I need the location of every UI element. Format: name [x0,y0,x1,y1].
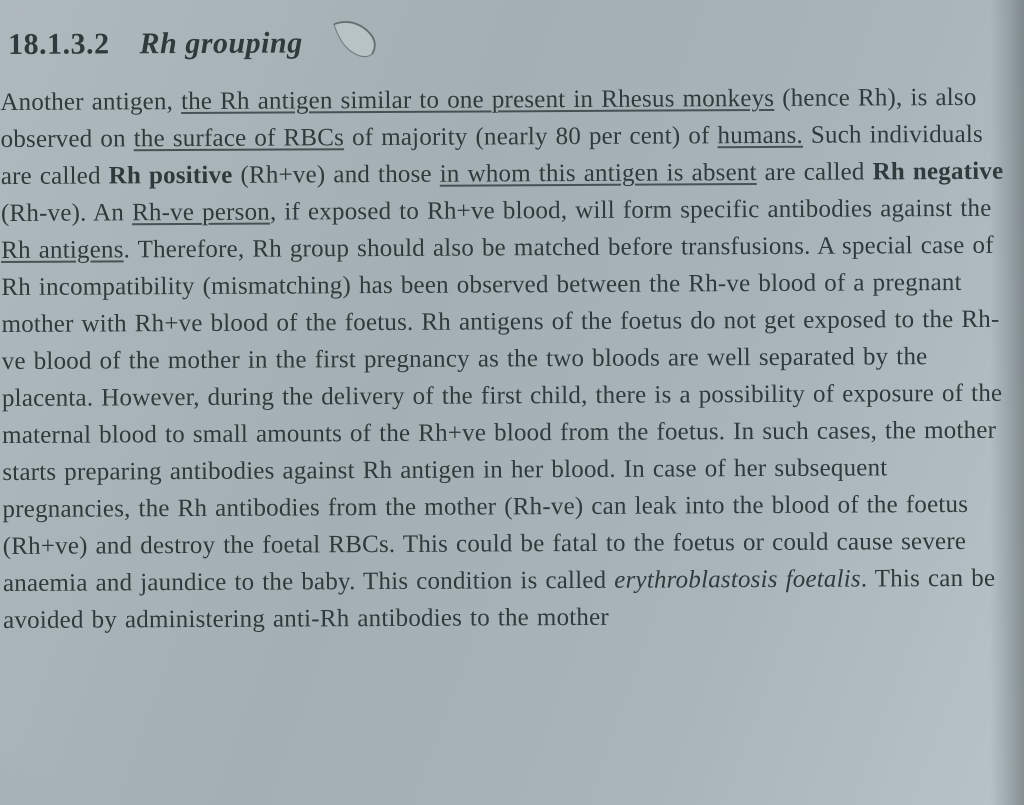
text-underlined: the Rh antigen similar to one present in… [181,85,774,115]
text-underlined: humans. [717,122,803,149]
text-segment: , if exposed to Rh+ve blood, will form s… [270,195,992,226]
section-number: 18.1.3.2 [8,27,110,61]
section-heading: 18.1.3.2 Rh grouping [8,23,1004,62]
section-title: Rh grouping [139,26,302,60]
text-segment: Another antigen, [0,88,181,116]
text-segment: (Rh+ve) and those [232,161,439,189]
body-paragraph: Another antigen, the Rh antigen similar … [0,79,1007,639]
text-underlined: in whom this antigen is absent [440,159,757,188]
text-segment: are called [757,158,873,186]
text-segment: of majority (nearly 80 per cent) of [344,122,718,151]
text-underlined: the surface of RBCs [134,124,344,152]
text-italic: erythroblastosis foetalis [614,566,861,594]
text-underlined: Rh-ve person [132,199,270,227]
textbook-page: 18.1.3.2 Rh grouping Another antigen, th… [0,23,1007,639]
text-bold: Rh positive [109,162,233,190]
text-bold: Rh negative [872,158,1003,186]
text-underlined: Rh antigens [1,236,124,264]
text-segment: (Rh-ve). An [1,199,132,227]
text-segment: . Therefore, Rh group should also be mat… [1,232,1002,597]
